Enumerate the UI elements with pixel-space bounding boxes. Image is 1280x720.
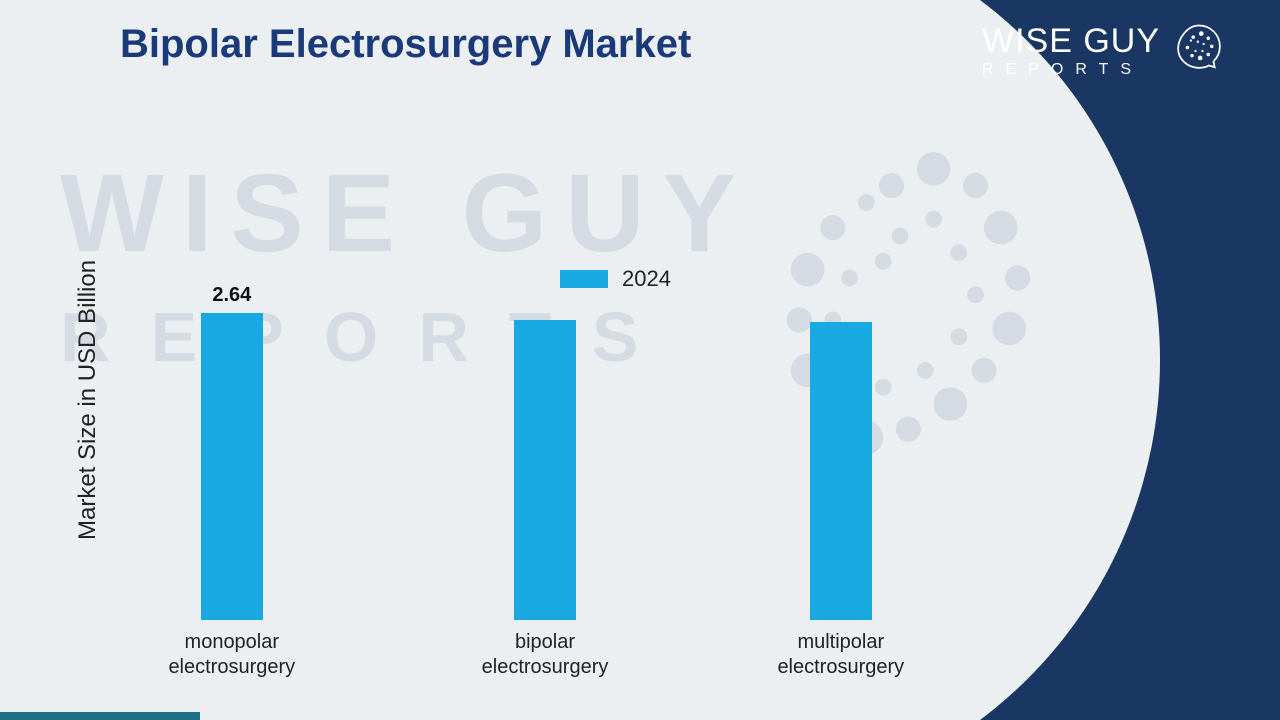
legend-label: 2024 [622, 266, 671, 292]
legend: 2024 [560, 266, 671, 292]
bar-chart: 2.64monopolarelectrosurgerybipolarelectr… [110, 300, 980, 620]
brand-logo: WISE GUY REPORTS [982, 22, 1252, 80]
y-axis-label: Market Size in USD Billion [74, 260, 102, 540]
brand-text: WISE GUY REPORTS [982, 24, 1160, 78]
legend-swatch [560, 270, 608, 288]
brand-line2: REPORTS [982, 62, 1160, 78]
bar-value-label: 2.64 [132, 284, 332, 307]
chart-canvas: WISE GUY REPORTS Bipolar Electrosurgery … [0, 0, 1280, 720]
accent-strip [0, 712, 200, 720]
bar [514, 320, 576, 620]
brand-line1: WISE GUY [982, 24, 1160, 58]
category-label: multipolarelectrosurgery [741, 620, 941, 680]
chart-title: Bipolar Electrosurgery Market [120, 22, 691, 67]
bar [810, 322, 872, 620]
brand-head-icon [1170, 22, 1228, 80]
bar [201, 313, 263, 620]
category-label: monopolarelectrosurgery [132, 620, 332, 680]
category-label: bipolarelectrosurgery [445, 620, 645, 680]
